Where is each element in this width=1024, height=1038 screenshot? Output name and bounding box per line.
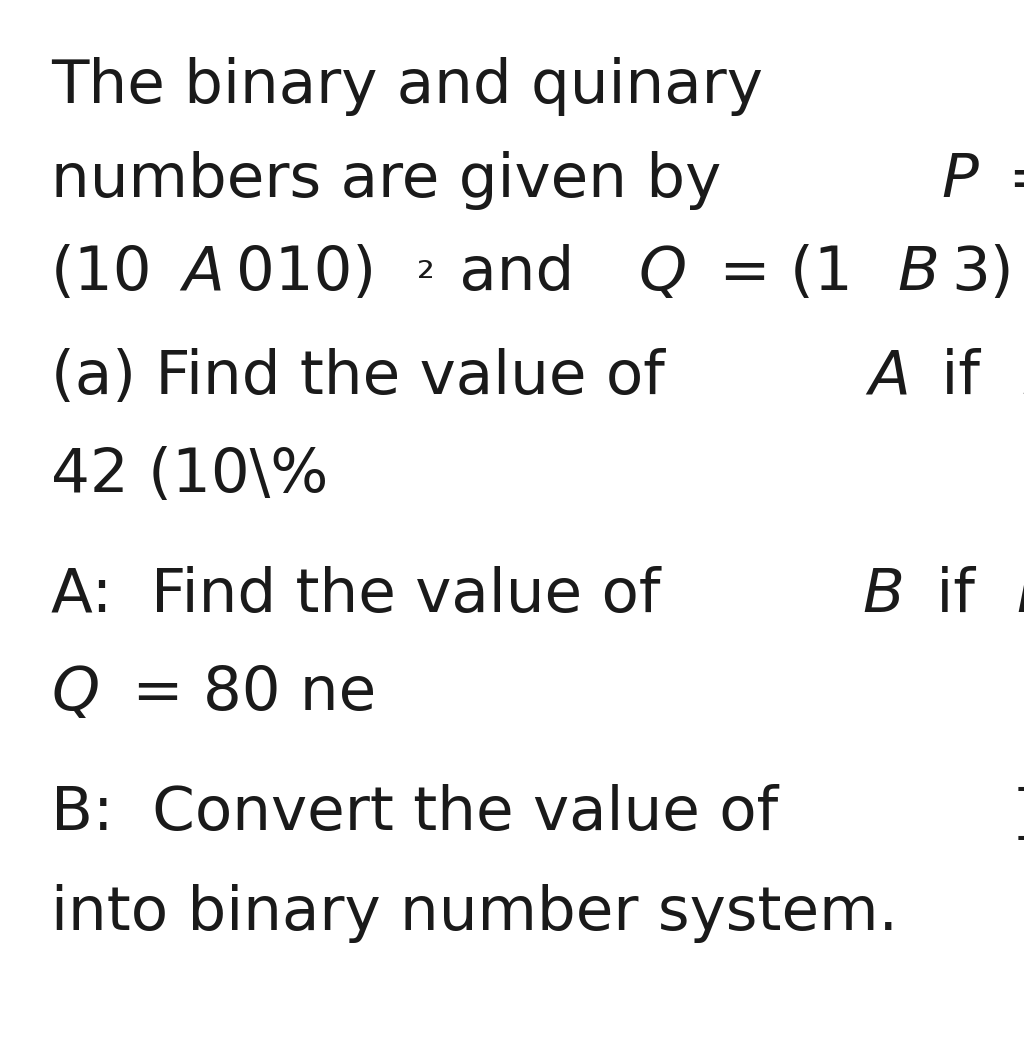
Text: Q: Q xyxy=(638,244,686,303)
Text: into binary number system.: into binary number system. xyxy=(51,884,898,944)
Text: Q: Q xyxy=(51,664,99,723)
Text: =: = xyxy=(988,151,1024,210)
Text: B:  Convert the value of: B: Convert the value of xyxy=(51,784,798,843)
Text: 42 (10\%: 42 (10\% xyxy=(51,446,329,506)
Text: = (1: = (1 xyxy=(700,244,853,303)
Text: A:  Find the value of: A: Find the value of xyxy=(51,566,680,625)
Text: The binary and quinary: The binary and quinary xyxy=(51,57,763,116)
Text: (a) Find the value of: (a) Find the value of xyxy=(51,348,684,407)
Text: P: P xyxy=(1022,348,1024,407)
Text: numbers are given by: numbers are given by xyxy=(51,151,740,210)
Text: if: if xyxy=(923,348,999,407)
Text: P: P xyxy=(941,151,978,210)
Text: B: B xyxy=(862,566,904,625)
Text: ₂: ₂ xyxy=(417,244,435,286)
Text: P: P xyxy=(1016,566,1024,625)
Text: B: B xyxy=(897,244,939,303)
Text: if: if xyxy=(916,566,993,625)
Text: A: A xyxy=(868,348,910,407)
Text: P: P xyxy=(1015,784,1024,854)
Text: and: and xyxy=(440,244,594,303)
Text: = 80 ne: = 80 ne xyxy=(114,664,377,723)
Text: A: A xyxy=(182,244,224,303)
Text: 010): 010) xyxy=(237,244,377,303)
Text: 3): 3) xyxy=(951,244,1014,303)
Text: (10: (10 xyxy=(51,244,153,303)
